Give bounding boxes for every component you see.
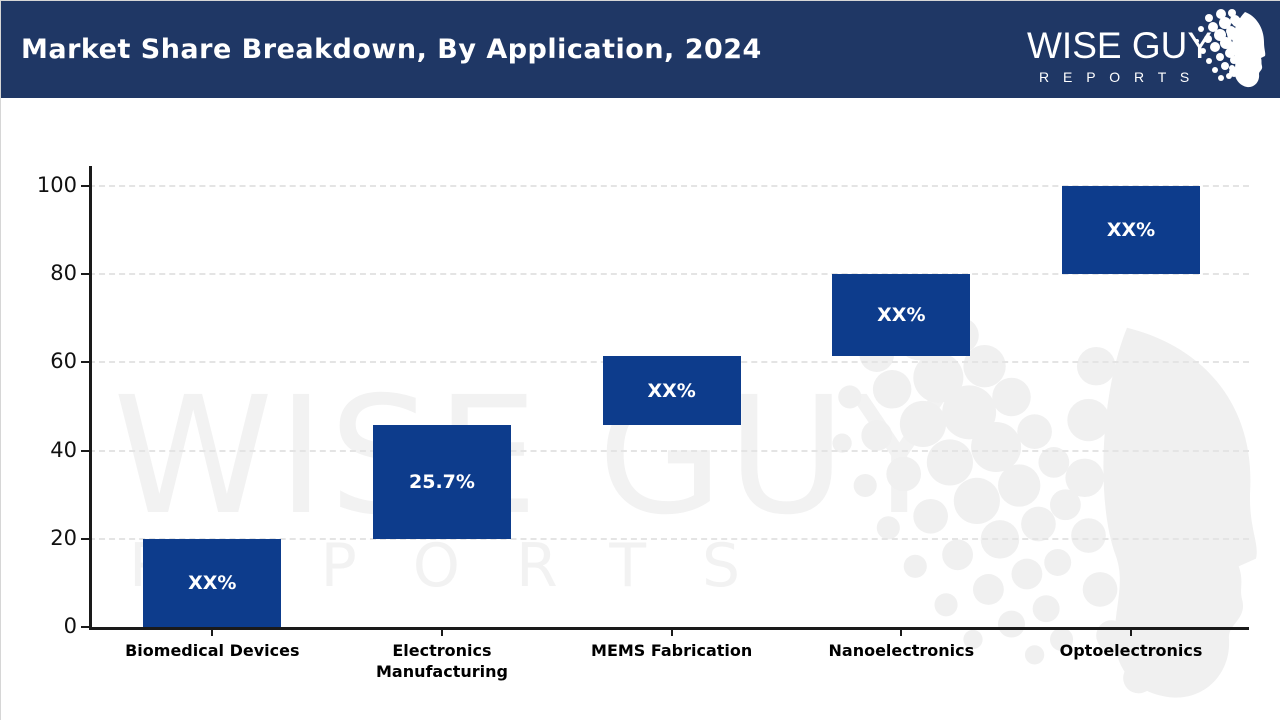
x-axis-tick-mark (211, 629, 214, 636)
y-axis-tick-mark (81, 449, 89, 452)
bar-nanoelectronics: XX% (832, 274, 971, 356)
logo-face-profile (1232, 12, 1266, 88)
bar-value-label: XX% (877, 303, 926, 326)
gridline-y-80 (89, 273, 1249, 276)
x-axis-tick-mark (440, 629, 443, 636)
logo-subtext: R E P O R T S (1039, 69, 1194, 85)
logo-wordmark: WISE GUY (1027, 25, 1212, 66)
bar-biomedical-devices: XX% (143, 538, 282, 627)
gridline-y-40 (89, 449, 1249, 452)
x-axis-tick-mark (900, 629, 903, 636)
y-axis-line (89, 166, 92, 629)
gridline-y-20 (89, 537, 1249, 540)
watermark-text-1: WISE GUY (113, 363, 953, 551)
bar-electronics-manufacturing: 25.7% (372, 425, 511, 539)
x-category-label: Biomedical Devices (125, 641, 300, 660)
page-title: Market Share Breakdown, By Application, … (21, 34, 762, 65)
x-category-label: Nanoelectronics (828, 641, 975, 660)
gridline-y-100 (89, 185, 1249, 187)
x-axis-tick-mark (670, 629, 673, 636)
y-axis-tick-label: 60 (50, 349, 77, 374)
x-category-label: MEMS Fabrication (591, 641, 753, 660)
x-axis-line (89, 627, 1249, 630)
y-axis-tick-mark (81, 185, 89, 187)
y-axis-tick-label: 80 (50, 261, 77, 286)
bar-optoelectronics: XX% (1062, 186, 1201, 275)
x-category-label: Optoelectronics (1059, 641, 1203, 660)
header-bar: Market Share Breakdown, By Application, … (1, 1, 1280, 98)
y-axis-tick-label: 40 (50, 437, 77, 462)
bar-value-label: 25.7% (409, 471, 475, 494)
x-axis-tick-mark (1130, 629, 1133, 636)
bar-value-label: XX% (1106, 219, 1156, 242)
y-axis-tick-label: 20 (50, 525, 77, 550)
watermark-dot-head (832, 320, 1257, 698)
y-axis-tick-mark (81, 626, 89, 628)
y-axis-tick-label: 0 (63, 614, 77, 638)
y-axis-tick-mark (81, 361, 89, 364)
y-axis-tick-mark (81, 537, 89, 540)
bar-value-label: XX% (647, 379, 696, 402)
bar-value-label: XX% (188, 571, 237, 594)
y-axis-tick-label: 100 (36, 173, 77, 197)
wise-guy-reports-logo: WISE GUY R E P O R T S (1027, 9, 1266, 88)
logo-dot-head-icon (1195, 9, 1266, 88)
watermark-face-profile (1103, 327, 1257, 698)
bar-mems-fabrication: XX% (602, 355, 741, 426)
y-axis-tick-mark (81, 273, 89, 276)
x-category-label: Electronics Manufacturing (375, 641, 508, 681)
